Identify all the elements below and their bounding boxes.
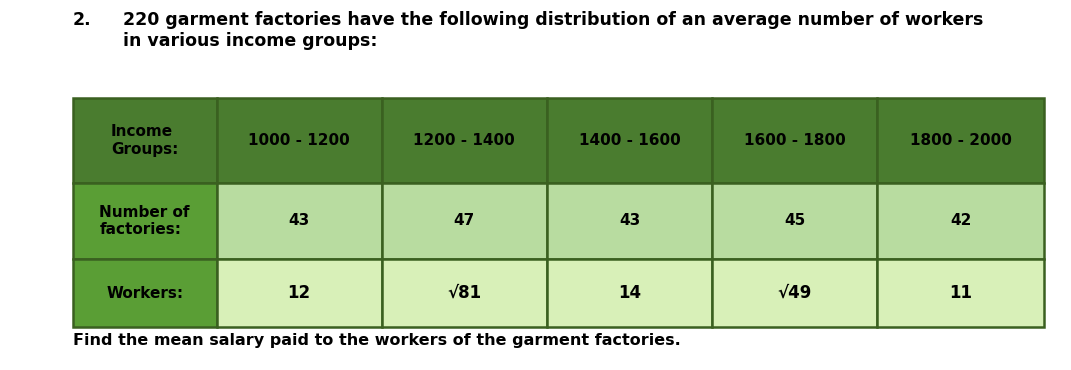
Text: Find the mean salary paid to the workers of the garment factories.: Find the mean salary paid to the workers… (73, 333, 680, 348)
Bar (877, 183, 1044, 259)
Text: 220 garment factories have the following distribution of an average number of wo: 220 garment factories have the following… (123, 11, 983, 50)
Bar (712, 183, 877, 259)
Bar (712, 98, 877, 183)
Bar (381, 98, 547, 183)
Bar (73, 259, 216, 327)
Bar (381, 259, 547, 327)
Bar (73, 183, 216, 259)
Bar (547, 183, 712, 259)
Bar (216, 183, 381, 259)
Text: 12: 12 (288, 284, 311, 302)
Bar (547, 259, 712, 327)
Text: 42: 42 (950, 213, 971, 228)
Text: 47: 47 (454, 213, 474, 228)
Bar (712, 259, 877, 327)
Text: 43: 43 (619, 213, 640, 228)
Text: Number of
factories:: Number of factories: (100, 205, 190, 237)
Text: 1200 - 1400: 1200 - 1400 (413, 133, 515, 148)
Text: √49: √49 (778, 284, 812, 302)
Text: √81: √81 (448, 284, 481, 302)
Text: 1400 - 1600: 1400 - 1600 (578, 133, 680, 148)
Bar (216, 98, 381, 183)
Text: 45: 45 (784, 213, 805, 228)
Text: Income
Groups:: Income Groups: (111, 124, 179, 157)
Bar (547, 98, 712, 183)
Text: 2.: 2. (73, 11, 91, 29)
Text: 14: 14 (618, 284, 642, 302)
Text: Workers:: Workers: (106, 286, 183, 300)
Bar (381, 183, 547, 259)
Text: 11: 11 (949, 284, 972, 302)
Text: 43: 43 (288, 213, 310, 228)
Text: 1000 - 1200: 1000 - 1200 (248, 133, 350, 148)
Text: 1600 - 1800: 1600 - 1800 (743, 133, 845, 148)
Bar (877, 98, 1044, 183)
Bar (877, 259, 1044, 327)
Bar (216, 259, 381, 327)
Bar (73, 98, 216, 183)
Text: 1800 - 2000: 1800 - 2000 (909, 133, 1012, 148)
